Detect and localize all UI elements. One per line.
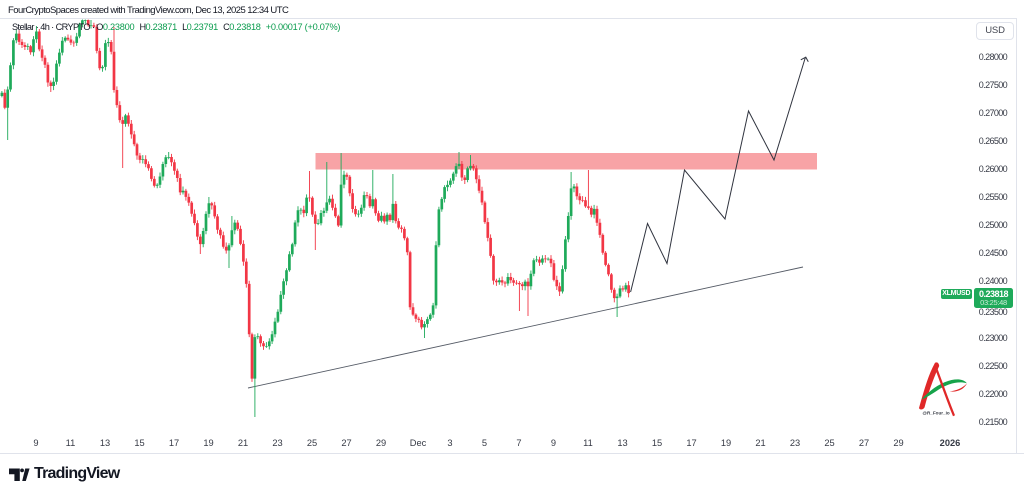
svg-text:@R_Four_io: @R_Four_io (923, 411, 950, 416)
